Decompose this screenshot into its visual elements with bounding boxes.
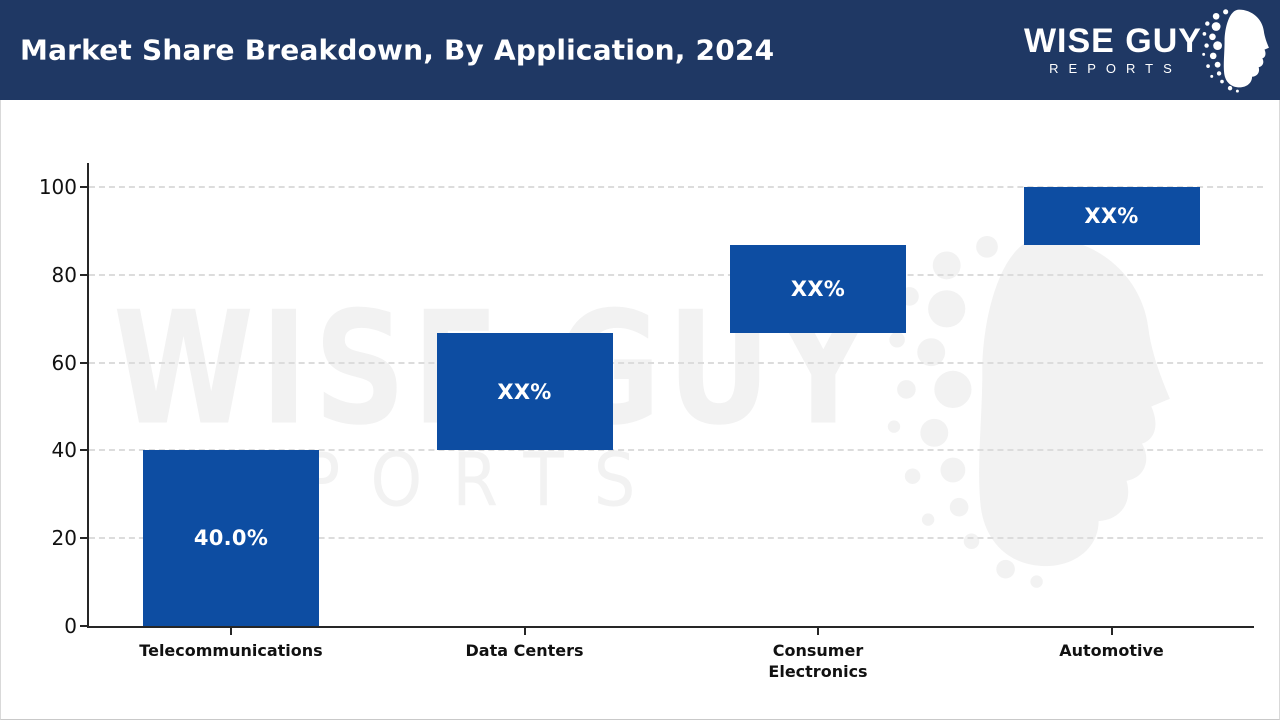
gridline-20: [89, 537, 1263, 540]
x-category-label-automotive: Automotive: [1059, 641, 1164, 660]
x-category-label-telecommunications: Telecommunications: [139, 641, 323, 660]
x-tick-mark-data-centers: [523, 628, 526, 635]
plot-area: 0 20 40 60 80 100 40.0% Telecommunications XX% Da…: [1, 100, 1279, 719]
x-category-label-consumer-electronics: Consumer Electronics: [768, 641, 868, 681]
y-tick-label-100: 100: [38, 175, 77, 199]
x-tick-mark-telecommunications: [230, 628, 232, 635]
gridline-100: [89, 186, 1263, 188]
gridline-80: [89, 273, 1263, 276]
brand-wordmark: WISE GUY REPORTS: [1024, 24, 1202, 76]
bar-value-label-data-centers: XX%: [497, 379, 552, 404]
x-category-label-data-centers: Data Centers: [465, 641, 584, 660]
brand-wordmark-line1: WISE GUY: [1023, 22, 1202, 60]
y-tick-mark-100: [80, 186, 89, 188]
y-tick-label-80: 80: [51, 262, 77, 287]
bar-value-label-telecommunications: 40.0%: [193, 526, 269, 551]
wiseguy-head-icon: [1196, 6, 1270, 94]
brand-wordmark-line2: REPORTS: [1049, 61, 1182, 76]
gridline-40: [89, 449, 1263, 452]
y-tick-mark-0: [80, 625, 89, 627]
bar-consumer-electronics: XX%: [730, 245, 906, 334]
bar-data-centers: XX%: [436, 333, 613, 451]
y-axis-line: [87, 163, 89, 628]
x-tick-mark-automotive: [1110, 628, 1113, 635]
bar-telecommunications: 40.0%: [143, 450, 319, 626]
chart-canvas: WISE GUY REPORTS 0 20 40 60 80 100 40.0% Teleco…: [0, 100, 1280, 720]
brand-logo: WISE GUY REPORTS: [1024, 0, 1270, 100]
header-bar: Market Share Breakdown, By Application, …: [0, 0, 1280, 100]
y-tick-label-0: 0: [64, 614, 77, 638]
y-tick-mark-80: [80, 273, 89, 276]
x-tick-mark-consumer-electronics: [817, 628, 819, 635]
y-tick-label-20: 20: [51, 526, 77, 551]
x-axis-line: [87, 626, 1254, 628]
bar-value-label-consumer-electronics: XX%: [790, 277, 846, 302]
y-tick-mark-60: [80, 361, 89, 364]
gridline-60: [89, 361, 1263, 364]
y-tick-mark-40: [80, 449, 89, 452]
bar-automotive: XX%: [1023, 187, 1200, 246]
chart-title: Market Share Breakdown, By Application, …: [20, 33, 775, 67]
y-tick-label-40: 40: [51, 438, 77, 463]
y-tick-label-60: 60: [51, 350, 77, 375]
y-tick-mark-20: [80, 537, 89, 540]
bar-value-label-automotive: XX%: [1084, 204, 1139, 229]
